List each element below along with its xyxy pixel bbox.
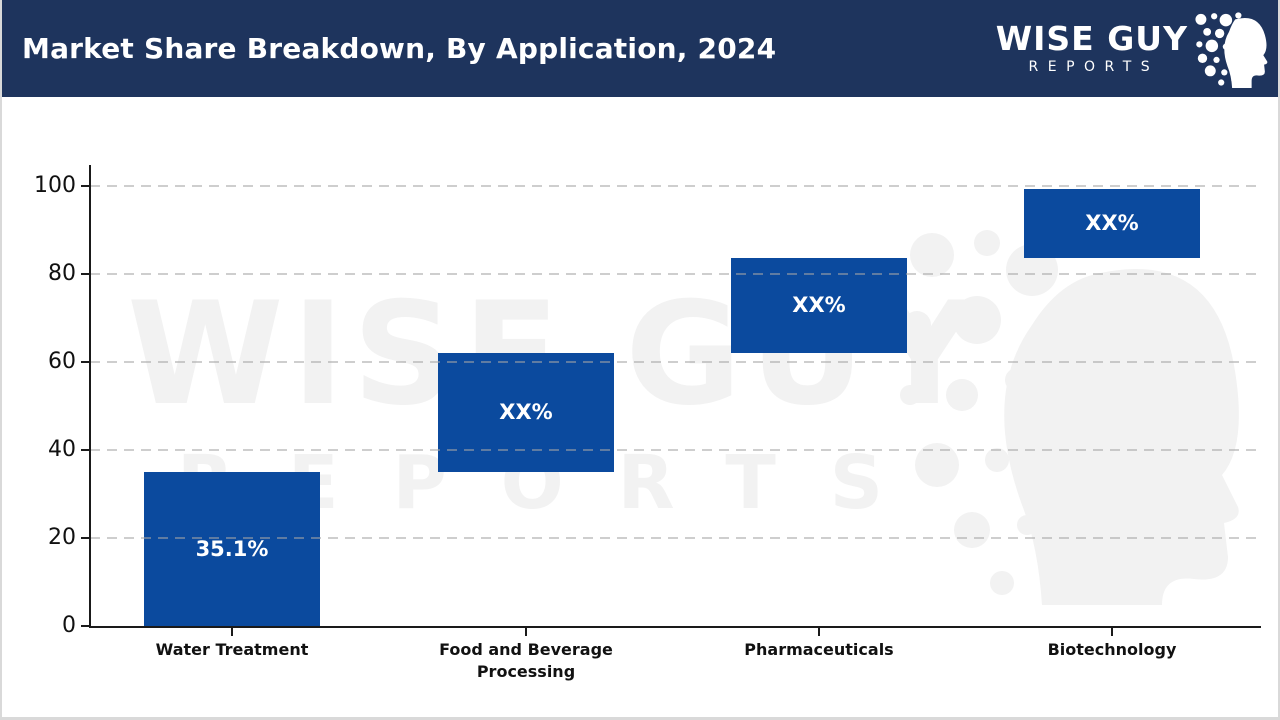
bar-label-pharmaceuticals: XX% — [792, 293, 846, 318]
logo-wordmark: WISE GUY REPORTS — [996, 22, 1188, 75]
x-axis-label-food-and-beverage-processing: Food and Beverage Processing — [376, 639, 676, 682]
gridline-20 — [90, 537, 1260, 539]
y-tick-label-20: 20 — [48, 525, 76, 550]
x-axis-label-line: Biotechnology — [1047, 640, 1177, 659]
x-tick-mark-water-treatment — [231, 628, 233, 636]
x-axis-label-line: Pharmaceuticals — [744, 640, 894, 659]
x-axis-label-line: Food and Beverage — [439, 640, 613, 659]
y-tick-label-40: 40 — [48, 437, 76, 462]
logo-head-icon — [1195, 11, 1268, 88]
y-tick-label-80: 80 — [48, 261, 76, 286]
y-tick-mark-0 — [81, 625, 90, 627]
bar-label-biotechnology: XX% — [1085, 211, 1139, 236]
bar-label-food-and-beverage-processing: XX% — [499, 400, 553, 425]
y-tick-label-60: 60 — [48, 349, 76, 374]
y-axis-line — [89, 165, 91, 627]
bar-label-water-treatment: 35.1% — [195, 536, 269, 561]
watermark-head-icon — [900, 230, 1239, 605]
x-axis-label-biotechnology: Biotechnology — [962, 639, 1262, 661]
logo-wordmark-line1: WISE GUY — [995, 19, 1188, 59]
y-tick-mark-60 — [81, 361, 90, 363]
x-tick-mark-pharmaceuticals — [818, 628, 820, 636]
x-axis-label-line: Processing — [476, 661, 576, 681]
x-axis-label-water-treatment: Water Treatment — [82, 639, 382, 661]
y-tick-mark-100 — [81, 185, 90, 187]
header: Market Share Breakdown, By Application, … — [2, 0, 1278, 97]
logo-wordmark-line2: REPORTS — [1028, 58, 1160, 75]
gridline-80 — [90, 273, 1260, 275]
y-tick-label-100: 100 — [34, 173, 76, 198]
x-tick-mark-biotechnology — [1111, 628, 1113, 636]
y-tick-mark-20 — [81, 537, 90, 539]
bar-water-treatment — [144, 471, 320, 626]
x-tick-mark-food-and-beverage-processing — [525, 628, 527, 636]
bar-biotechnology — [1024, 188, 1200, 259]
x-axis-line — [89, 626, 1261, 628]
gridline-60 — [90, 361, 1260, 363]
x-axis-label-line: Water Treatment — [155, 640, 309, 659]
gridline-40 — [90, 449, 1260, 451]
x-axis-label-pharmaceuticals: Pharmaceuticals — [669, 639, 969, 661]
y-tick-mark-40 — [81, 449, 90, 451]
wise-guy-logo: WISE GUY REPORTS — [996, 5, 1268, 93]
y-tick-mark-80 — [81, 273, 90, 275]
page-title: Market Share Breakdown, By Application, … — [22, 32, 777, 65]
gridline-100 — [90, 185, 1260, 187]
bar-food-and-beverage-processing — [438, 352, 614, 472]
y-tick-label-0: 0 — [62, 613, 76, 638]
